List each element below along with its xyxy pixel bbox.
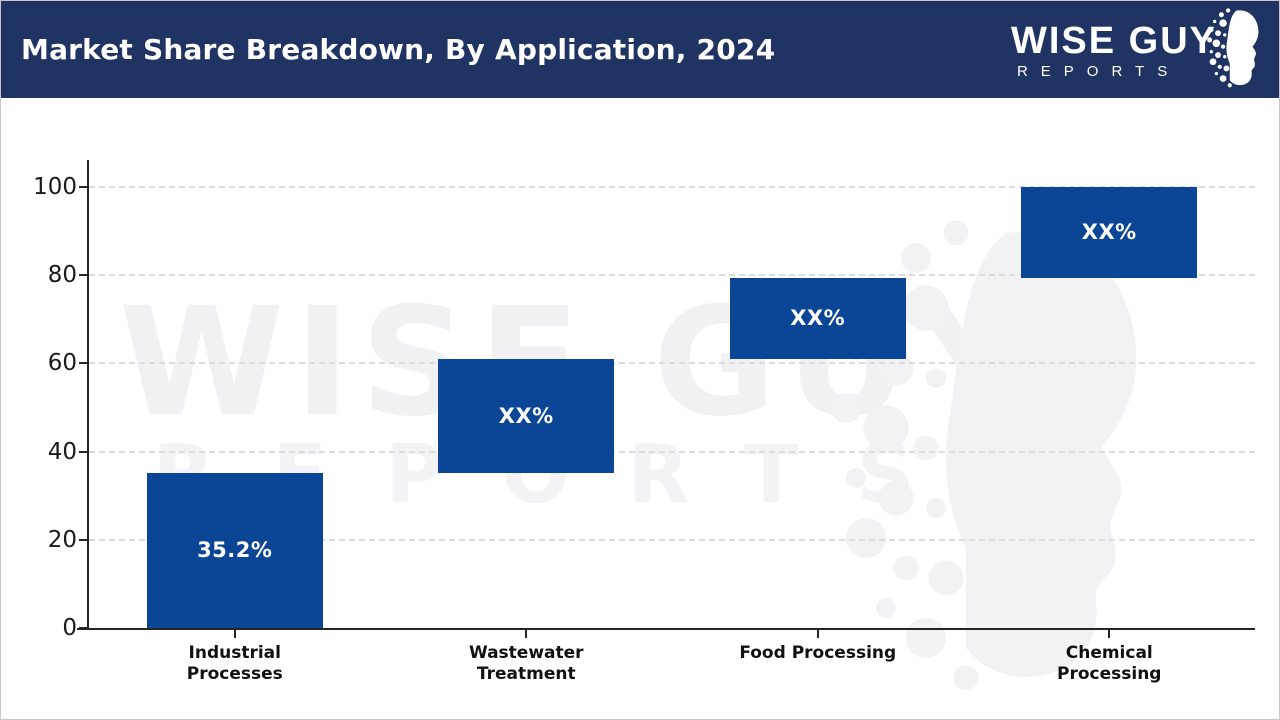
gridline-20 xyxy=(89,538,1255,541)
x-tick-label-line: Food Processing xyxy=(739,643,897,663)
bar-wastewater-treatment: XX% xyxy=(438,358,615,473)
y-tick-label-100: 100 xyxy=(33,174,77,200)
y-tick-0 xyxy=(79,627,87,629)
x-tick-label-line: Wastewater xyxy=(468,643,584,663)
bar-chemical-processing: XX% xyxy=(1021,187,1198,278)
x-tick-4 xyxy=(1108,630,1111,638)
bar-chart-plot: 35.2% XX% XX% XX% 0 20 40 60 80 100 Industrial Proc… xyxy=(1,98,1279,719)
gridline-40 xyxy=(89,450,1255,453)
logo-text: WISE GUY REPORTS xyxy=(1011,21,1217,80)
x-tick-label-1: Industrial Processes xyxy=(115,643,355,685)
x-tick-label-line: Processes xyxy=(186,664,283,684)
chart-canvas: WISE GUY REPORTS 35.2% XX% XX% XX% 0 20 40 60 80… xyxy=(1,98,1279,719)
x-tick-2 xyxy=(525,630,528,638)
y-tick-100 xyxy=(79,186,87,188)
bar-food-processing: XX% xyxy=(729,277,906,359)
bar-value-label: 35.2% xyxy=(197,538,273,563)
x-tick-label-line: Processing xyxy=(1057,664,1162,684)
logo-reports-label: REPORTS xyxy=(1016,62,1181,80)
y-tick-label-40: 40 xyxy=(47,438,77,465)
x-tick-label-4: Chemical Processing xyxy=(989,643,1229,685)
gridline-100 xyxy=(89,186,1255,188)
y-tick-label-20: 20 xyxy=(47,526,77,553)
wise-guy-reports-logo: WISE GUY REPORTS xyxy=(1011,7,1265,93)
logo-wordmark: WISE GUY xyxy=(1010,19,1217,62)
x-tick-3 xyxy=(816,630,819,638)
x-tick-label-2: Wastewater Treatment xyxy=(406,643,646,685)
gridline-60 xyxy=(89,362,1255,365)
bar-value-label: XX% xyxy=(790,306,846,331)
header-bar: Market Share Breakdown, By Application, … xyxy=(1,1,1279,98)
x-axis-spine xyxy=(77,628,1255,630)
x-tick-1 xyxy=(233,630,236,638)
y-tick-60 xyxy=(79,362,87,365)
y-tick-80 xyxy=(79,274,87,277)
x-tick-label-3: Food Processing xyxy=(698,643,938,664)
x-tick-label-line: Industrial xyxy=(188,643,281,663)
x-tick-label-line: Treatment xyxy=(476,664,576,684)
y-tick-40 xyxy=(79,450,87,453)
bar-value-label: XX% xyxy=(498,403,554,428)
x-tick-label-line: Chemical xyxy=(1065,643,1153,663)
y-axis-spine xyxy=(87,160,89,630)
y-tick-label-0: 0 xyxy=(62,615,77,641)
y-tick-20 xyxy=(79,538,87,541)
page-title: Market Share Breakdown, By Application, … xyxy=(21,33,776,66)
bar-value-label: XX% xyxy=(1081,220,1137,245)
bar-industrial-processes: 35.2% xyxy=(146,472,323,628)
y-tick-label-60: 60 xyxy=(47,350,77,377)
y-tick-label-80: 80 xyxy=(47,262,77,289)
gridline-80 xyxy=(89,274,1255,277)
dotted-face-icon xyxy=(1207,8,1259,88)
